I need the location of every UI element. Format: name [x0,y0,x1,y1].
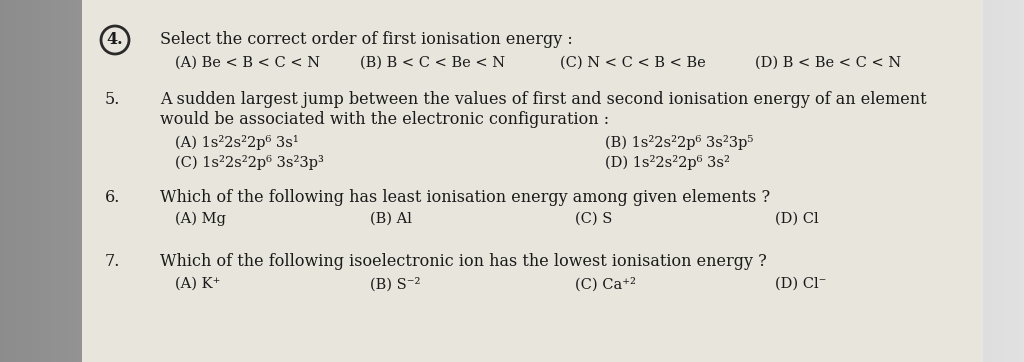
Text: (A) K⁺: (A) K⁺ [175,277,220,291]
Text: (A) 1s²2s²2p⁶ 3s¹: (A) 1s²2s²2p⁶ 3s¹ [175,135,299,150]
Text: 7.: 7. [105,253,121,270]
Text: Which of the following has least ionisation energy among given elements ?: Which of the following has least ionisat… [160,189,770,206]
Text: (A) Mg: (A) Mg [175,212,226,226]
Text: would be associated with the electronic configuration :: would be associated with the electronic … [160,111,609,129]
Text: (B) Al: (B) Al [370,212,412,226]
Text: (B) S⁻²: (B) S⁻² [370,277,421,291]
Text: (B) 1s²2s²2p⁶ 3s²3p⁵: (B) 1s²2s²2p⁶ 3s²3p⁵ [605,135,754,150]
Text: (D) B < Be < C < N: (D) B < Be < C < N [755,56,901,70]
Text: Which of the following isoelectronic ion has the lowest ionisation energy ?: Which of the following isoelectronic ion… [160,253,767,270]
Text: (D) 1s²2s²2p⁶ 3s²: (D) 1s²2s²2p⁶ 3s² [605,155,730,169]
Text: (C) Ca⁺²: (C) Ca⁺² [575,277,636,291]
Text: 4.: 4. [106,31,123,49]
Text: (C) N < C < B < Be: (C) N < C < B < Be [560,56,706,70]
Text: (C) S: (C) S [575,212,612,226]
Text: (B) B < C < Be < N: (B) B < C < Be < N [360,56,505,70]
Text: 6.: 6. [105,189,121,206]
Text: 5.: 5. [105,92,121,109]
FancyBboxPatch shape [82,0,983,362]
Text: Select the correct order of first ionisation energy :: Select the correct order of first ionisa… [160,31,572,49]
Text: (D) Cl: (D) Cl [775,212,818,226]
Text: (D) Cl⁻: (D) Cl⁻ [775,277,826,291]
Text: A sudden largest jump between the values of first and second ionisation energy o: A sudden largest jump between the values… [160,92,927,109]
Text: (A) Be < B < C < N: (A) Be < B < C < N [175,56,321,70]
Text: (C) 1s²2s²2p⁶ 3s²3p³: (C) 1s²2s²2p⁶ 3s²3p³ [175,155,324,169]
